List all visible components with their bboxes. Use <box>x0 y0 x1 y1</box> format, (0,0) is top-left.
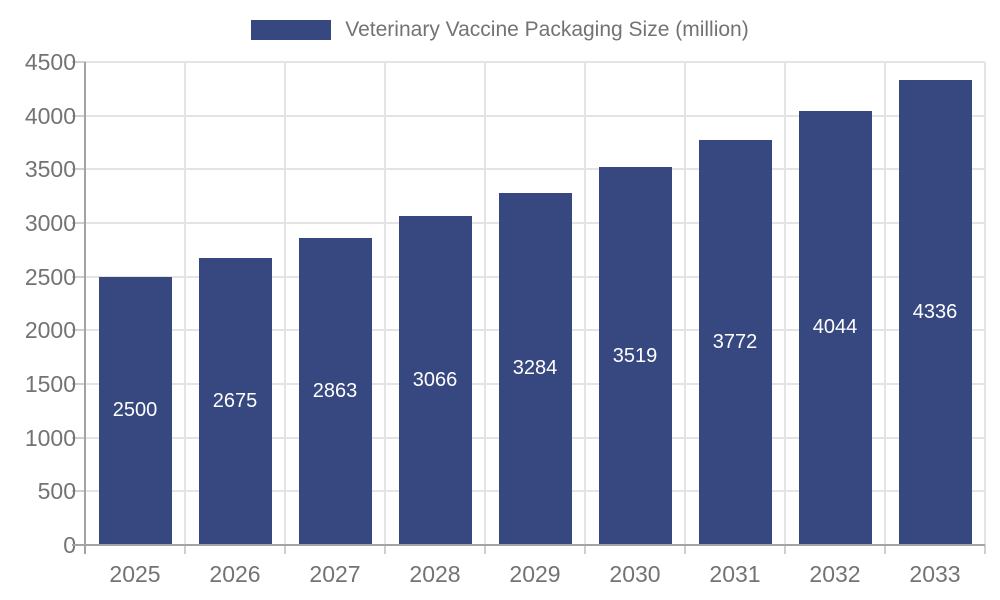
y-axis-tick <box>72 114 85 117</box>
gridline-vertical <box>484 62 486 545</box>
gridline-horizontal <box>85 114 985 117</box>
bar: 2863 <box>298 237 372 545</box>
x-axis-tick <box>184 545 186 554</box>
y-axis-tick <box>72 61 85 63</box>
bar: 2500 <box>98 276 172 545</box>
bar: 2675 <box>198 257 272 545</box>
x-axis-tick-label: 2027 <box>309 561 361 587</box>
y-axis-tick-label: 0 <box>63 532 76 558</box>
x-axis-tick-label: 2025 <box>109 561 161 587</box>
bar-value-label: 3284 <box>512 357 558 380</box>
legend-swatch <box>251 20 332 40</box>
bar-value-label: 2500 <box>112 399 158 422</box>
gridline-horizontal <box>85 61 985 63</box>
bar-value-label: 4336 <box>912 300 958 323</box>
gridline-vertical <box>684 62 686 545</box>
x-axis-tick <box>484 545 486 554</box>
x-axis-tick-label: 2033 <box>909 561 961 587</box>
gridline-vertical <box>984 62 986 545</box>
bar: 3284 <box>498 192 572 545</box>
x-axis-tick-label: 2026 <box>209 561 261 587</box>
y-axis-tick <box>72 168 85 171</box>
y-axis-tick-label: 2500 <box>24 263 76 290</box>
legend-label: Veterinary Vaccine Packaging Size (milli… <box>345 18 749 41</box>
bar-value-label: 4044 <box>812 316 858 339</box>
y-axis-tick <box>72 222 85 224</box>
x-axis-tick-label: 2032 <box>809 561 861 587</box>
bar-value-label: 2675 <box>212 389 258 412</box>
bar-value-label: 3066 <box>412 368 458 391</box>
y-axis-tick-label: 1500 <box>24 371 76 397</box>
y-axis-tick-label: 500 <box>37 478 76 505</box>
bar-value-label: 3772 <box>712 331 758 354</box>
bar: 3772 <box>698 140 772 545</box>
legend: Veterinary Vaccine Packaging Size (milli… <box>0 18 1000 42</box>
x-axis-tick <box>284 545 286 554</box>
gridline-vertical <box>784 62 786 545</box>
x-axis-tick-label: 2028 <box>409 561 461 587</box>
gridline-vertical <box>584 62 586 545</box>
y-axis-tick <box>72 383 85 385</box>
y-axis-tick-label: 2000 <box>24 317 76 344</box>
x-axis-tick <box>584 545 586 554</box>
y-axis-tick <box>72 490 85 493</box>
bar: 4044 <box>798 110 872 545</box>
bar-value-label: 3519 <box>612 344 658 367</box>
bar: 3066 <box>398 215 472 545</box>
y-axis-tick <box>72 329 85 332</box>
x-axis-tick <box>384 545 386 554</box>
gridline-vertical <box>884 62 886 545</box>
y-axis-tick-label: 1000 <box>24 424 76 451</box>
bar: 3519 <box>598 167 672 545</box>
y-axis-tick <box>72 436 85 439</box>
y-axis-line <box>84 62 86 554</box>
x-axis-tick <box>984 545 986 554</box>
y-axis-tick-label: 3500 <box>24 156 76 183</box>
x-axis-tick <box>684 545 686 554</box>
gridline-horizontal <box>85 168 985 171</box>
x-axis-line <box>72 544 985 546</box>
y-axis-tick <box>72 275 85 278</box>
x-axis-tick <box>884 545 886 554</box>
gridline-vertical <box>184 62 186 545</box>
y-axis-tick-label: 3000 <box>24 210 76 236</box>
x-axis-tick-label: 2030 <box>609 561 661 587</box>
x-axis-tick-label: 2031 <box>709 561 761 587</box>
x-axis-tick <box>784 545 786 554</box>
y-axis-tick-label: 4000 <box>24 102 76 129</box>
bar: 4336 <box>898 79 972 545</box>
x-axis-tick-label: 2029 <box>509 561 561 587</box>
gridline-vertical <box>384 62 386 545</box>
gridline-vertical <box>284 62 286 545</box>
bar-value-label: 2863 <box>312 379 358 402</box>
y-axis-tick-label: 4500 <box>24 49 76 75</box>
